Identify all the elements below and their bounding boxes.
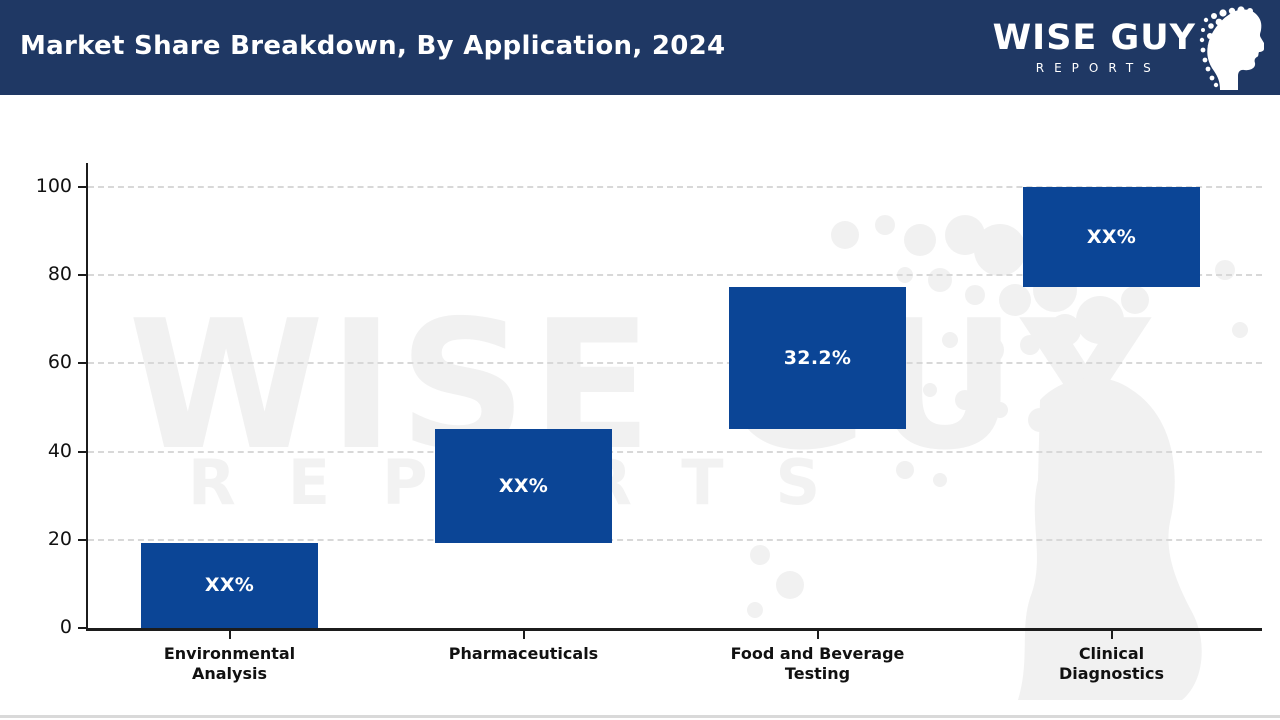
chart-plot-area: 0 20 40 60 80 100 XX% Environmental Analysis XX% P… (36, 163, 1262, 683)
y-tick-mark (78, 362, 86, 365)
x-axis-label: Pharmaceuticals (448, 644, 599, 663)
watermark-wordmark: WISE GUY (128, 282, 1154, 489)
y-tick-mark (78, 185, 86, 188)
bar: XX% (1023, 186, 1200, 288)
bar: XX% (435, 429, 612, 543)
y-tick-mark (78, 450, 86, 453)
y-tick-label: 20 (47, 527, 72, 550)
x-axis-label: Clinical Diagnostics (1058, 644, 1165, 683)
bar-value-label: XX% (204, 574, 255, 597)
page-title: Market Share Breakdown, By Application, … (20, 30, 726, 61)
brand-name: WISE GUY (992, 17, 1196, 58)
y-tick-mark (78, 627, 86, 629)
bar-value-label: XX% (498, 475, 549, 498)
grid-line (88, 185, 1262, 188)
y-axis-line (86, 163, 88, 630)
grid-line (88, 450, 1262, 453)
y-tick-label: 40 (47, 439, 72, 462)
brand-subtitle: REPORTS (1035, 60, 1161, 75)
grid-line (88, 274, 1262, 277)
x-tick-mark (1110, 631, 1113, 639)
brand-face-icon (1199, 5, 1264, 90)
bar-value-label: XX% (1086, 226, 1137, 249)
x-tick-mark (522, 631, 525, 639)
brand-logo: WISE GUY REPORTS (992, 5, 1264, 90)
x-tick-mark (816, 631, 819, 639)
y-tick-label: 80 (47, 263, 72, 286)
y-tick-label: 100 (35, 174, 72, 197)
footer-divider (0, 715, 1280, 718)
bar: XX% (141, 542, 318, 628)
header: Market Share Breakdown, By Application, … (0, 0, 1280, 95)
grid-line (88, 362, 1262, 365)
y-tick-mark (78, 538, 86, 541)
grid-line (88, 538, 1262, 541)
x-axis-line (86, 628, 1262, 631)
y-tick-mark (78, 274, 86, 277)
brand-text: WISE GUY REPORTS (992, 17, 1196, 75)
y-tick-label: 0 (59, 616, 72, 638)
bar-value-label: 32.2% (783, 347, 852, 370)
x-tick-mark (228, 631, 231, 639)
y-tick-label: 60 (47, 351, 72, 374)
x-axis-label: Food and Beverage Testing (730, 644, 905, 683)
bar: 32.2% (729, 287, 906, 430)
x-axis-label: Environmental Analysis (163, 644, 296, 683)
